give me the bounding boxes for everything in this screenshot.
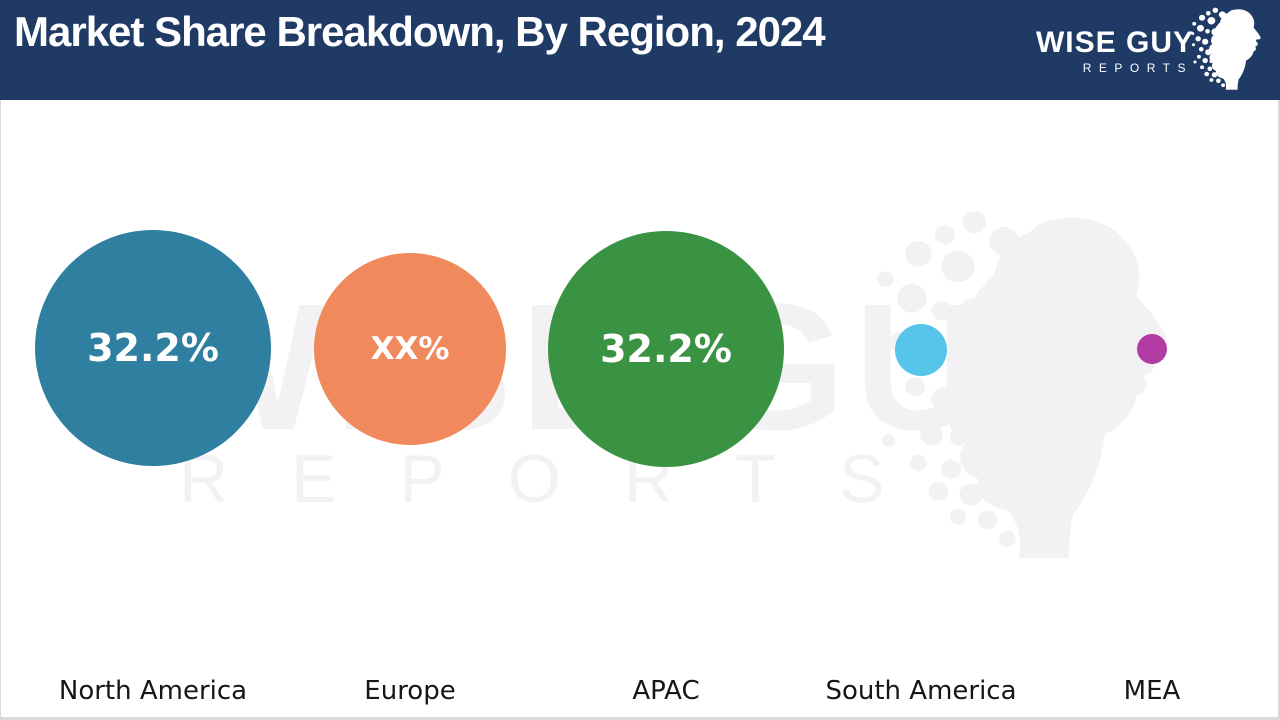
region-label-apac: APAC: [632, 676, 700, 706]
brand-logo: WISE GUY REPORTS: [1036, 5, 1266, 95]
logo-subtitle: REPORTS: [1082, 60, 1193, 75]
region-label-mea: MEA: [1123, 676, 1181, 706]
wiseguy-head-icon: [1191, 7, 1261, 90]
brand-logo-text: WISE GUY REPORTS: [1036, 26, 1194, 75]
bubble-apac: 32.2%: [548, 231, 784, 467]
bubble-mea: [1137, 334, 1167, 364]
region-label-north-america: North America: [58, 676, 248, 706]
region-label-south-america: South America: [825, 676, 1017, 706]
bubble-south-america: [895, 324, 947, 376]
watermark-reports: REPORTS: [179, 441, 948, 517]
chart-area: WISE GUY REPORTS 32.2% XX% 32.2% North A…: [0, 100, 1280, 720]
bubble-value-apac: 32.2%: [600, 327, 732, 371]
page-title: Market Share Breakdown, By Region, 2024: [14, 8, 826, 55]
bubble-north-america: 32.2%: [35, 230, 271, 466]
bubble-europe: XX%: [314, 253, 506, 445]
bubble-value-europe: XX%: [370, 331, 450, 367]
header-bar: Market Share Breakdown, By Region, 2024 …: [0, 0, 1280, 100]
logo-wordmark: WISE GUY: [1035, 25, 1194, 59]
watermark-head-icon: [872, 211, 1167, 558]
bubble-value-north-america: 32.2%: [87, 326, 219, 370]
region-label-europe: Europe: [364, 676, 456, 706]
